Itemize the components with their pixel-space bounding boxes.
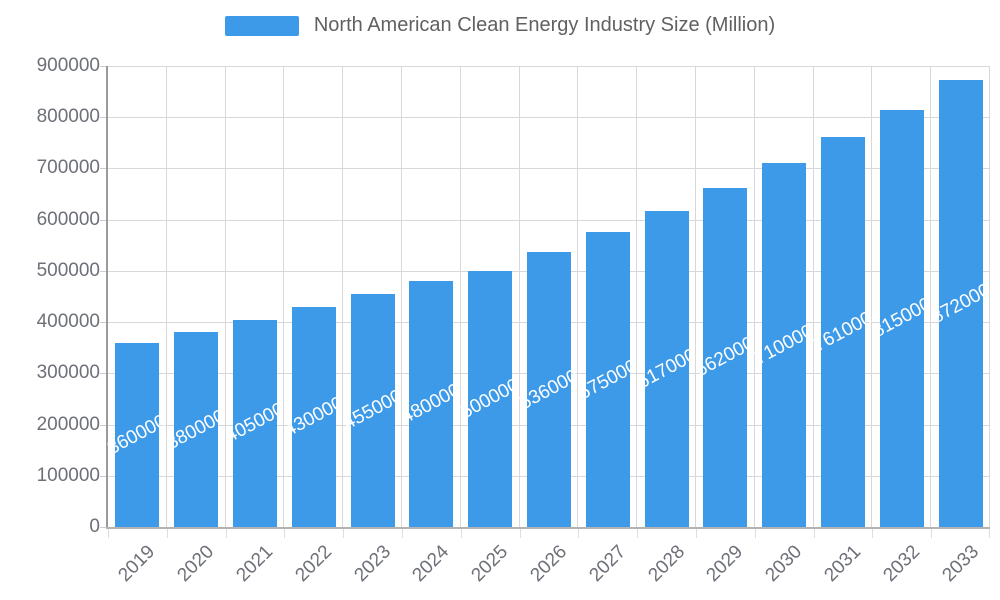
- v-gridline: [401, 66, 402, 527]
- x-tick: [166, 529, 168, 538]
- x-axis-tick-label: 2023: [349, 541, 395, 587]
- x-tick: [284, 529, 286, 538]
- v-gridline: [165, 66, 167, 527]
- x-tick: [931, 529, 933, 538]
- y-tick: [100, 117, 106, 119]
- x-tick: [578, 529, 580, 538]
- legend-swatch-icon[interactable]: [224, 15, 299, 36]
- y-tick: [100, 424, 106, 426]
- x-axis-tick-label: 2025: [467, 541, 513, 587]
- y-axis-tick-label: 300000: [36, 362, 100, 384]
- x-axis-tick-label: 2024: [408, 541, 454, 587]
- v-gridline: [224, 66, 226, 527]
- y-axis-tick-label: 700000: [36, 157, 100, 179]
- v-gridline: [989, 66, 990, 527]
- bar-2021[interactable]: [233, 319, 277, 527]
- y-tick: [100, 270, 106, 272]
- x-axis-tick-label: 2029: [702, 541, 748, 587]
- y-axis-tick-label: 0: [89, 516, 100, 537]
- legend[interactable]: North American Clean Energy Industry Siz…: [0, 14, 1000, 37]
- y-axis-tick-label: 600000: [36, 208, 100, 230]
- v-gridline: [930, 66, 932, 527]
- v-gridline: [636, 66, 638, 527]
- x-axis-tick-label: 2020: [173, 541, 219, 587]
- v-gridline: [695, 66, 696, 527]
- x-axis-tick-label: 2019: [114, 541, 160, 587]
- v-gridline: [518, 66, 520, 527]
- y-tick: [100, 66, 106, 67]
- x-axis-tick-label: 2027: [585, 541, 630, 587]
- bar-2030[interactable]: [762, 163, 807, 527]
- y-axis-tick-label: 100000: [36, 464, 100, 486]
- h-gridline: [108, 219, 990, 221]
- bar-2019[interactable]: [115, 342, 160, 527]
- x-axis-tick-label: 2021: [232, 541, 278, 587]
- v-gridline: [753, 66, 755, 527]
- bar-2033[interactable]: [938, 80, 983, 527]
- x-tick: [108, 529, 109, 538]
- x-tick: [989, 529, 990, 538]
- x-tick: [225, 529, 227, 538]
- y-axis-tick-label: 500000: [36, 259, 100, 281]
- bar-2024[interactable]: [409, 281, 454, 527]
- bar-2020[interactable]: [174, 332, 219, 527]
- bar-2027[interactable]: [585, 232, 630, 527]
- x-axis-tick-label: 2026: [526, 541, 572, 587]
- bar-2026[interactable]: [527, 252, 571, 527]
- x-axis-line: [106, 527, 990, 529]
- v-gridline: [812, 66, 814, 527]
- y-tick: [100, 168, 106, 170]
- bar-2022[interactable]: [291, 306, 336, 527]
- y-axis-tick-label: 800000: [36, 106, 100, 128]
- x-axis-tick-label: 2022: [291, 541, 336, 587]
- bar-2023[interactable]: [350, 293, 395, 527]
- x-tick: [519, 529, 521, 538]
- y-axis-tick-label: 200000: [36, 413, 100, 435]
- x-tick: [696, 529, 697, 538]
- x-axis-tick-label: 2032: [879, 541, 924, 587]
- h-gridline: [108, 66, 990, 67]
- x-tick: [872, 529, 874, 538]
- x-axis-tick-label: 2030: [761, 541, 807, 587]
- v-gridline: [577, 66, 579, 527]
- x-tick: [813, 529, 815, 538]
- bar-2032[interactable]: [879, 109, 924, 527]
- bar-2025[interactable]: [468, 270, 513, 527]
- x-tick: [637, 529, 639, 538]
- v-gridline: [871, 66, 873, 527]
- y-axis-tick-label: 400000: [36, 311, 100, 333]
- x-axis-tick-label: 2033: [937, 541, 983, 587]
- v-gridline: [283, 66, 285, 527]
- x-tick: [460, 529, 462, 538]
- x-tick: [402, 529, 403, 538]
- v-gridline: [342, 66, 344, 527]
- legend-series-label[interactable]: North American Clean Energy Industry Siz…: [313, 14, 776, 36]
- y-tick: [100, 527, 106, 528]
- x-axis-tick-label: 2031: [820, 541, 866, 587]
- bar-2031[interactable]: [821, 137, 865, 527]
- x-tick: [754, 529, 756, 538]
- bar-2028[interactable]: [644, 210, 689, 527]
- x-axis-tick-label: 2028: [643, 541, 689, 587]
- y-axis-line: [106, 66, 108, 527]
- y-tick: [100, 219, 106, 221]
- y-tick: [100, 475, 106, 477]
- plot-area: 360000 380000 405000 430000 455000 480000 5000…: [100, 66, 994, 538]
- h-gridline: [108, 168, 990, 170]
- v-gridline: [459, 66, 461, 527]
- y-axis-tick-label: 900000: [36, 55, 100, 76]
- y-tick: [100, 322, 106, 324]
- h-gridline: [108, 117, 990, 119]
- bar-2029[interactable]: [703, 187, 748, 527]
- y-tick: [100, 373, 106, 375]
- x-tick: [343, 529, 345, 538]
